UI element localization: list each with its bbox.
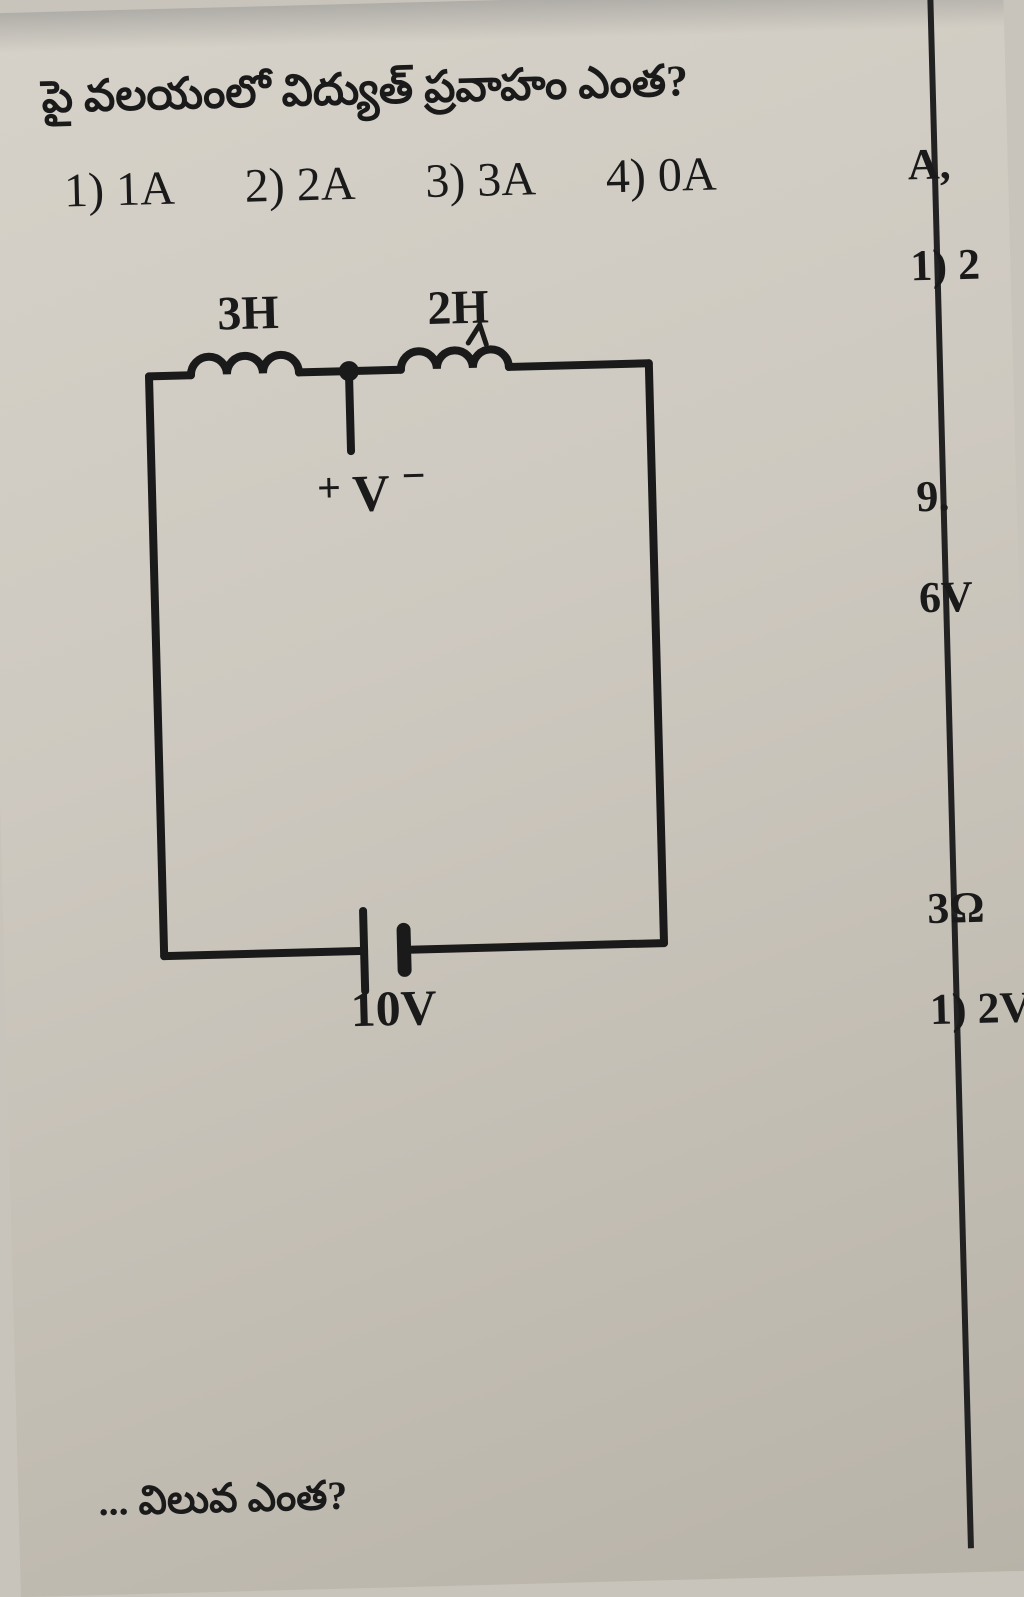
right-frag-4: 6V — [918, 569, 1024, 623]
voltmeter-v: V — [351, 465, 390, 523]
right-frag-1: A, — [907, 136, 1024, 190]
option-3: 3) 3A — [425, 151, 537, 209]
options-row: 1) 1A 2) 2A 3) 3A 4) 0A — [63, 140, 968, 219]
voltmeter-plus: + — [316, 465, 341, 512]
option-1: 1) 1A — [63, 161, 175, 219]
question-text: పై వలయంలో విద్యుత్ ప్రవాహం ఎంత? — [41, 48, 966, 134]
right-frag-2: 1) 2 — [910, 237, 1024, 291]
right-frag-5: 3Ω — [927, 880, 1024, 934]
inductor1-label: 3H — [217, 286, 280, 341]
option-4: 4) 0A — [605, 146, 717, 204]
right-frag-3: 9. — [916, 468, 1024, 522]
option-2: 2) 2A — [244, 156, 356, 214]
page: పై వలయంలో విద్యుత్ ప్రవాహం ఎంత? 1) 1A 2)… — [0, 0, 1024, 1597]
circuit-diagram: 3H 2H + V − 10V — [86, 235, 991, 1083]
voltmeter-minus: − — [401, 453, 426, 500]
right-frag-6: 1) 2V — [929, 981, 1024, 1035]
top-shadow — [0, 0, 1004, 54]
battery-label: 10V — [350, 979, 438, 1037]
bottom-fragment: ... విలువ ఎంత? — [98, 1472, 348, 1535]
inductor2-label: 2H — [427, 280, 490, 335]
